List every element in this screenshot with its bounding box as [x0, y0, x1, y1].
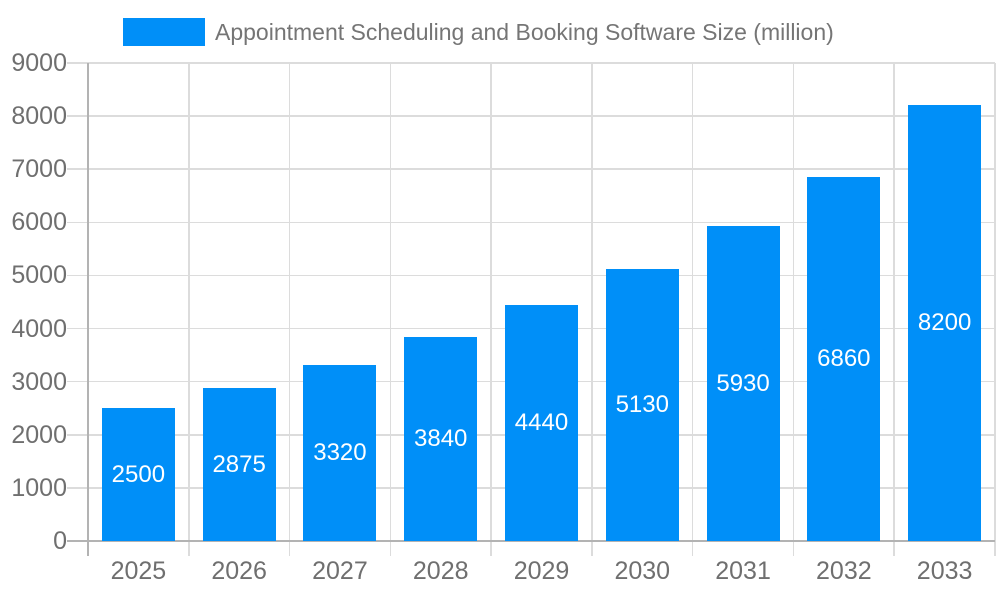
y-tick-label: 4000 — [11, 314, 67, 343]
x-gridline — [893, 63, 895, 556]
y-gridline — [67, 168, 995, 170]
x-axis-line — [67, 540, 995, 542]
y-tick-label: 0 — [53, 527, 67, 555]
y-tick-label: 5000 — [11, 261, 67, 290]
y-tick-label: 6000 — [11, 208, 67, 237]
x-gridline — [389, 63, 392, 556]
bar-value-label: 3320 — [313, 438, 367, 466]
bar-value-label: 8200 — [917, 309, 972, 337]
bar-value-label: 5930 — [716, 369, 770, 397]
bar[interactable]: 2500 — [101, 408, 175, 541]
y-gridline — [67, 274, 995, 277]
bar[interactable]: 8200 — [908, 105, 982, 541]
bar[interactable]: 3840 — [404, 337, 478, 541]
y-tick-label: 1000 — [11, 473, 67, 502]
bar[interactable]: 5130 — [605, 268, 679, 541]
legend-swatch-icon — [123, 18, 205, 46]
bar-value-label: 6860 — [817, 344, 871, 372]
legend-item[interactable]: Appointment Scheduling and Booking Softw… — [123, 18, 834, 46]
x-tick-label: 2031 — [715, 557, 771, 585]
x-tick-label: 2032 — [816, 557, 872, 585]
y-gridline — [67, 115, 995, 117]
bar[interactable]: 3320 — [303, 364, 377, 541]
x-tick-label: 2026 — [211, 557, 267, 585]
bar[interactable]: 2875 — [202, 388, 276, 541]
y-tick-label: 3000 — [11, 367, 67, 396]
x-tick-label: 2028 — [412, 557, 469, 585]
bar[interactable]: 5930 — [706, 226, 780, 541]
y-axis-line — [87, 63, 89, 556]
bar-value-label: 3840 — [414, 425, 468, 453]
x-tick-label: 2030 — [614, 557, 671, 585]
bar-value-label: 2500 — [111, 460, 166, 488]
y-tick-label: 8000 — [11, 102, 67, 131]
y-tick-label: 7000 — [11, 155, 67, 184]
bar[interactable]: 6860 — [807, 176, 881, 541]
y-tick-label: 2000 — [11, 420, 67, 449]
x-gridline — [288, 63, 291, 556]
y-tick-label: 9000 — [11, 49, 67, 77]
bar-value-label: 2875 — [212, 450, 266, 478]
x-gridline — [188, 63, 190, 556]
bar-value-label: 4440 — [514, 409, 569, 437]
x-gridline — [591, 63, 593, 556]
x-tick-label: 2033 — [916, 557, 973, 585]
x-gridline — [994, 63, 996, 556]
legend-label: Appointment Scheduling and Booking Softw… — [215, 19, 834, 45]
x-gridline — [691, 63, 694, 556]
x-gridline — [490, 63, 492, 556]
bar-value-label: 5130 — [615, 390, 669, 418]
x-tick-label: 2025 — [110, 557, 167, 585]
y-gridline — [67, 221, 995, 224]
bar[interactable]: 4440 — [505, 305, 578, 541]
y-gridline — [67, 62, 995, 64]
x-tick-label: 2029 — [513, 557, 570, 585]
x-tick-label: 2027 — [312, 557, 368, 585]
x-gridline — [792, 63, 795, 556]
